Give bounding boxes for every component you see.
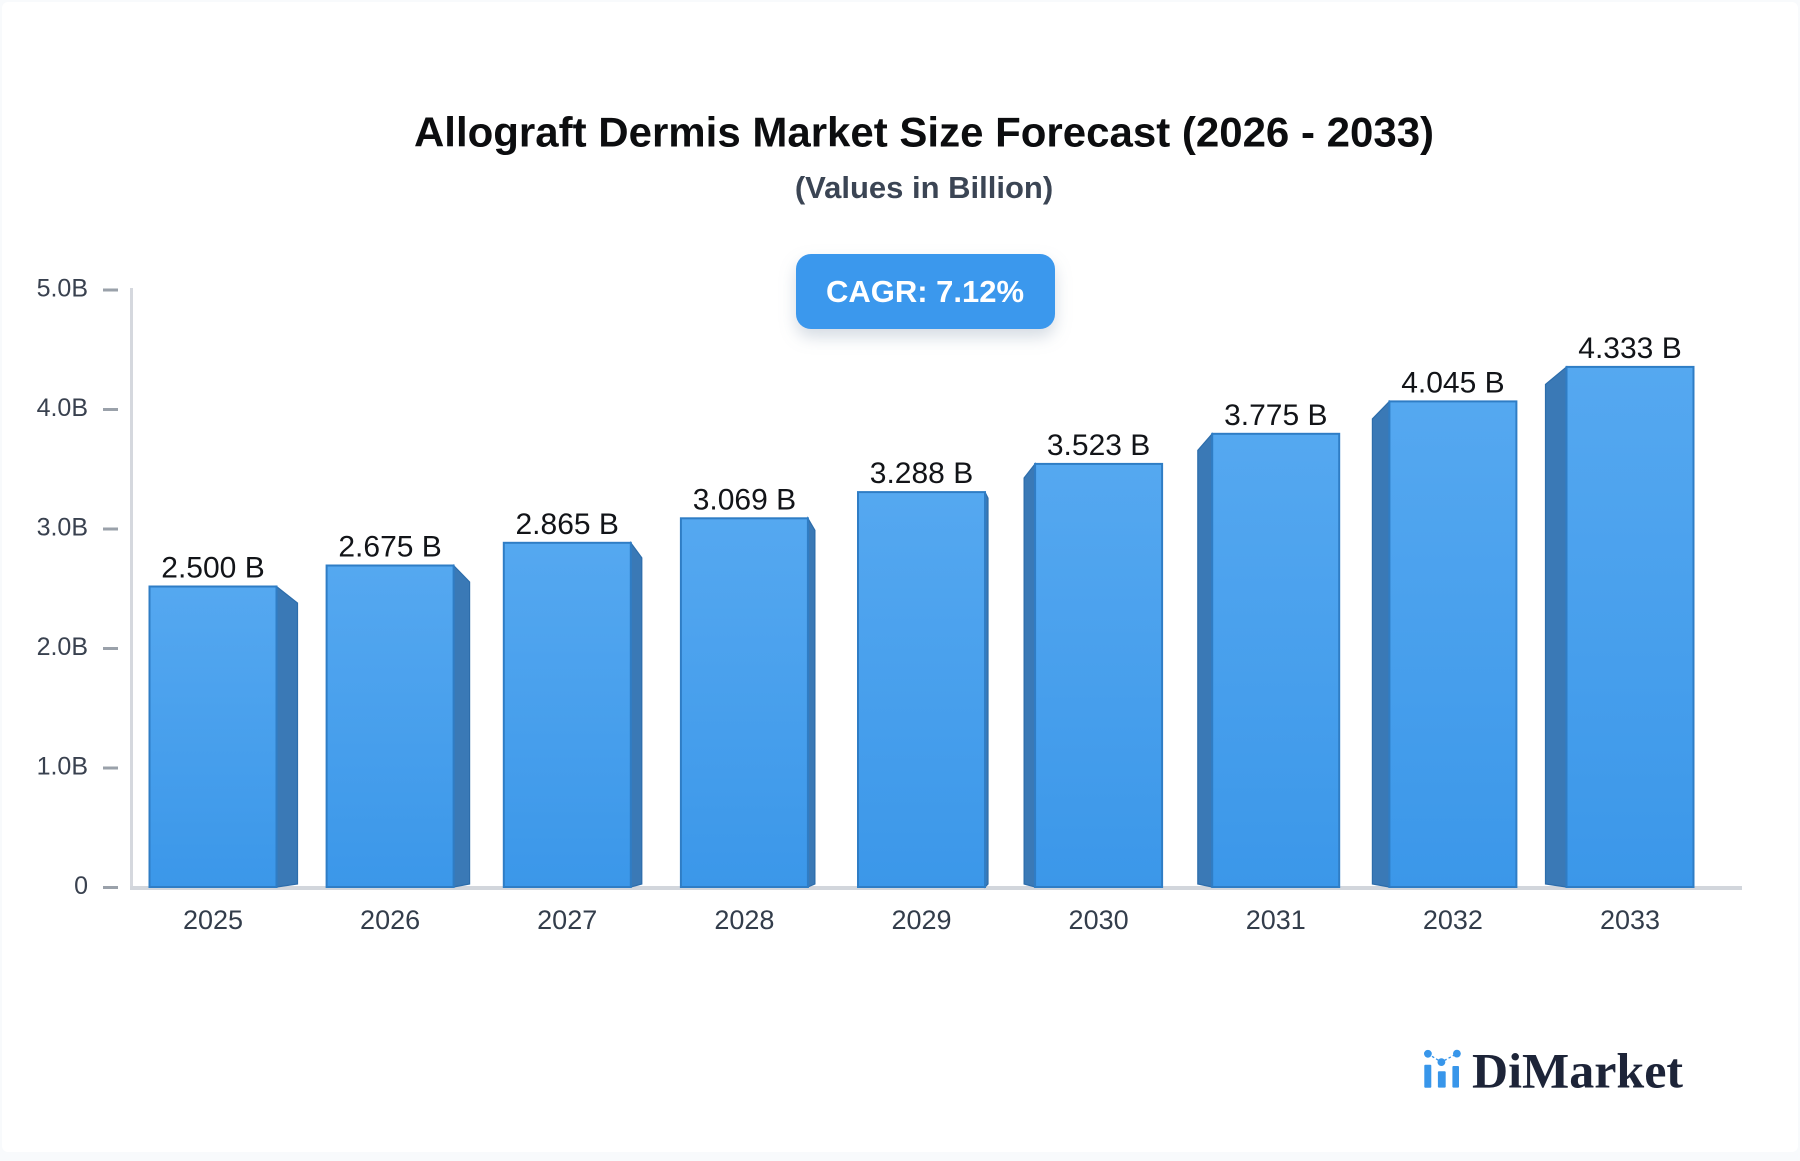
svg-text:2032: 2032 <box>1423 905 1483 935</box>
svg-text:3.523 B: 3.523 B <box>1047 429 1150 462</box>
svg-text:3.775 B: 3.775 B <box>1224 399 1327 432</box>
svg-text:2033: 2033 <box>1600 905 1660 935</box>
svg-text:2025: 2025 <box>183 905 243 935</box>
svg-text:2027: 2027 <box>537 905 597 935</box>
svg-text:5.0B: 5.0B <box>37 275 88 303</box>
svg-text:2028: 2028 <box>714 905 774 935</box>
svg-text:2.865 B: 2.865 B <box>515 508 618 541</box>
svg-text:2031: 2031 <box>1246 905 1306 935</box>
svg-text:2.675 B: 2.675 B <box>338 531 441 564</box>
svg-text:2030: 2030 <box>1069 905 1129 935</box>
svg-text:2026: 2026 <box>360 905 420 935</box>
svg-text:2.0B: 2.0B <box>37 633 88 661</box>
svg-text:3.0B: 3.0B <box>37 514 88 542</box>
svg-text:1.0B: 1.0B <box>37 753 88 781</box>
svg-text:CAGR: 7.12%: CAGR: 7.12% <box>826 274 1024 309</box>
svg-text:2.500 B: 2.500 B <box>161 552 264 585</box>
svg-text:0: 0 <box>74 872 88 900</box>
svg-text:(Values in Billion): (Values in Billion) <box>795 170 1053 205</box>
svg-text:3.069 B: 3.069 B <box>693 483 796 516</box>
svg-text:2029: 2029 <box>891 905 951 935</box>
svg-text:3.288 B: 3.288 B <box>870 457 973 490</box>
svg-text:4.333 B: 4.333 B <box>1578 332 1681 365</box>
svg-text:4.045 B: 4.045 B <box>1401 366 1504 399</box>
svg-text:Allograft Dermis Market Size F: Allograft Dermis Market Size Forecast (2… <box>414 109 1434 156</box>
svg-text:4.0B: 4.0B <box>37 394 88 422</box>
svg-text:DiMarket: DiMarket <box>1472 1043 1683 1099</box>
